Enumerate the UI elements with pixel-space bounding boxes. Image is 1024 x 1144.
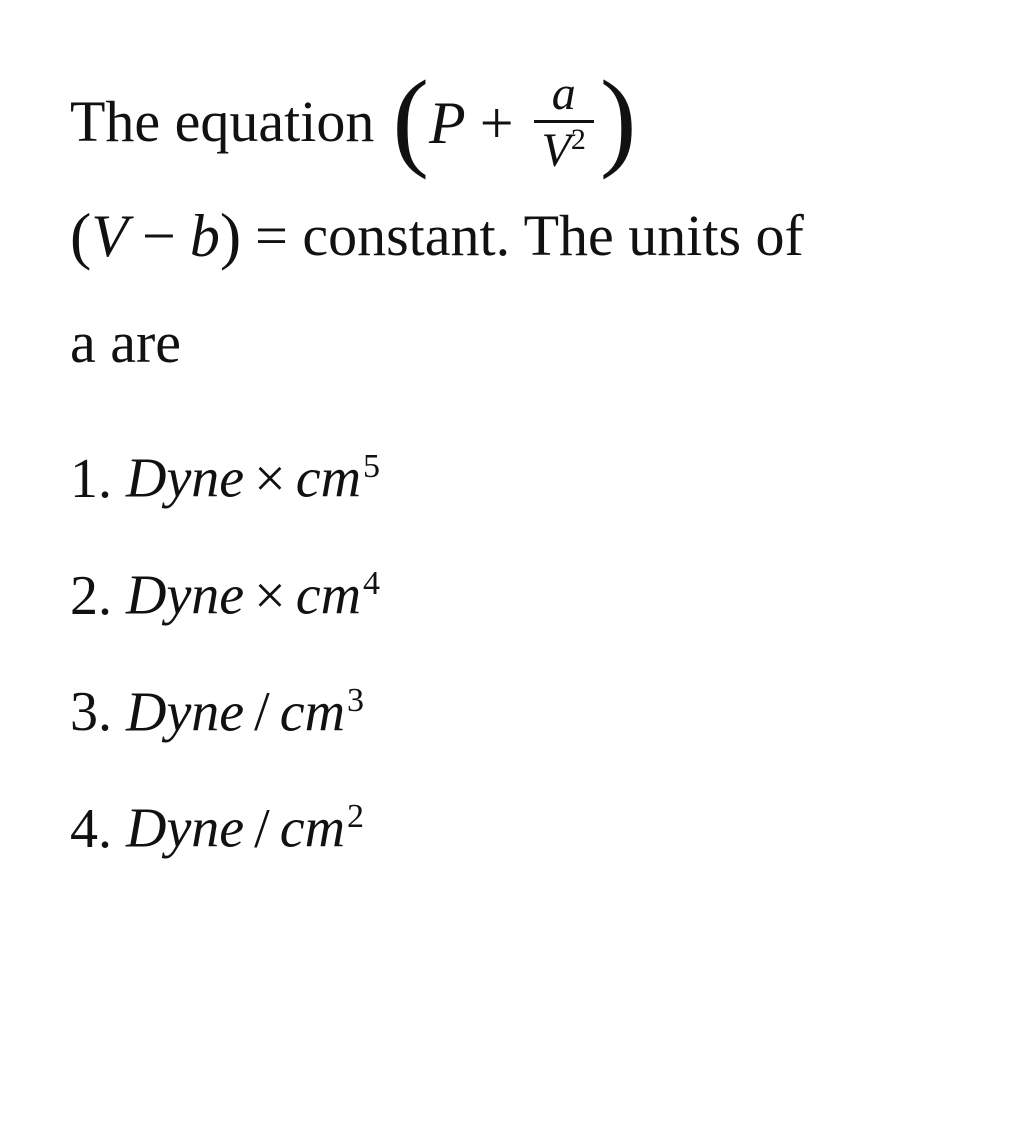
rparen2-icon: ): [220, 185, 241, 287]
plus-sign: +: [480, 75, 514, 171]
lparen2-icon: (: [70, 185, 91, 287]
fraction-numerator: a: [544, 70, 584, 120]
var-V: V: [91, 188, 128, 284]
question-lead-text: The equation: [70, 76, 374, 169]
question-line-2: ( V − b ) = constant. The units of: [70, 185, 964, 287]
option-3[interactable]: 3. Dyne/cm3: [70, 684, 964, 741]
question-block: The equation ( P + a V2 ) ( V − b ) = co…: [70, 70, 964, 390]
option-number: 2.: [70, 568, 112, 624]
option-text: Dyne/cm2: [126, 800, 364, 857]
option-4[interactable]: 4. Dyne/cm2: [70, 800, 964, 857]
fraction-a-over-v2: a V2: [534, 70, 594, 175]
option-number: 1.: [70, 451, 112, 507]
fraction-denominator: V2: [534, 120, 594, 175]
question-eq-text: = constant. The units of: [255, 190, 804, 283]
option-text: Dyne×cm4: [126, 567, 380, 624]
option-1[interactable]: 1. Dyne×cm5: [70, 450, 964, 507]
option-number: 3.: [70, 684, 112, 740]
option-number: 4.: [70, 801, 112, 857]
option-2[interactable]: 2. Dyne×cm4: [70, 567, 964, 624]
var-P: P: [429, 75, 466, 171]
var-b: b: [190, 188, 220, 284]
option-text: Dyne/cm3: [126, 684, 364, 741]
question-line-3: a are: [70, 297, 964, 390]
lparen-icon: (: [392, 75, 429, 163]
question-line-1: The equation ( P + a V2 ): [70, 70, 964, 175]
question-tail-text: a are: [70, 297, 181, 390]
minus-sign: −: [142, 188, 176, 284]
option-text: Dyne×cm5: [126, 450, 380, 507]
options-block: 1. Dyne×cm5 2. Dyne×cm4 3. Dyne/cm3 4. D…: [70, 450, 964, 857]
rparen-icon: ): [600, 75, 637, 163]
page: The equation ( P + a V2 ) ( V − b ) = co…: [0, 0, 1024, 897]
